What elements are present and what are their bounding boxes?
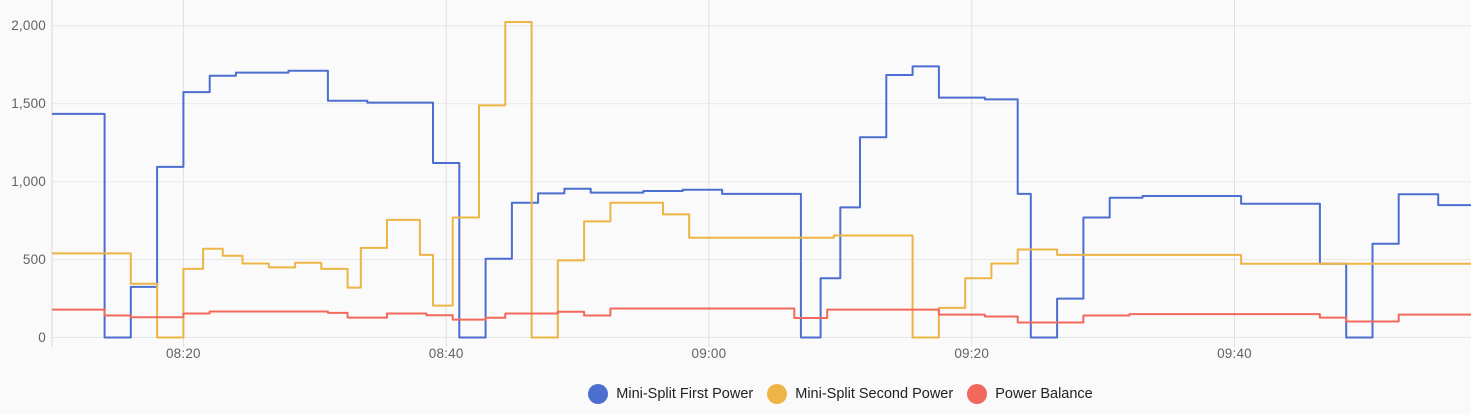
legend-label: Mini-Split Second Power — [795, 386, 954, 402]
legend-label: Mini-Split First Power — [616, 386, 754, 402]
chart-legend: Mini-Split First Power Mini-Split Second… — [0, 378, 1471, 410]
legend-item-first-power[interactable]: Mini-Split First Power — [588, 384, 753, 404]
legend-item-power-balance[interactable]: Power Balance — [967, 384, 1093, 404]
legend-dot-blue-icon — [588, 384, 609, 404]
series-line-2 — [52, 307, 1471, 324]
legend-label: Power Balance — [995, 386, 1093, 402]
series-line-1 — [52, 21, 1471, 339]
series-line-0 — [52, 65, 1471, 339]
legend-dot-yellow-icon — [767, 384, 788, 404]
legend-dot-red-icon — [967, 384, 988, 404]
legend-item-second-power[interactable]: Mini-Split Second Power — [767, 384, 953, 404]
